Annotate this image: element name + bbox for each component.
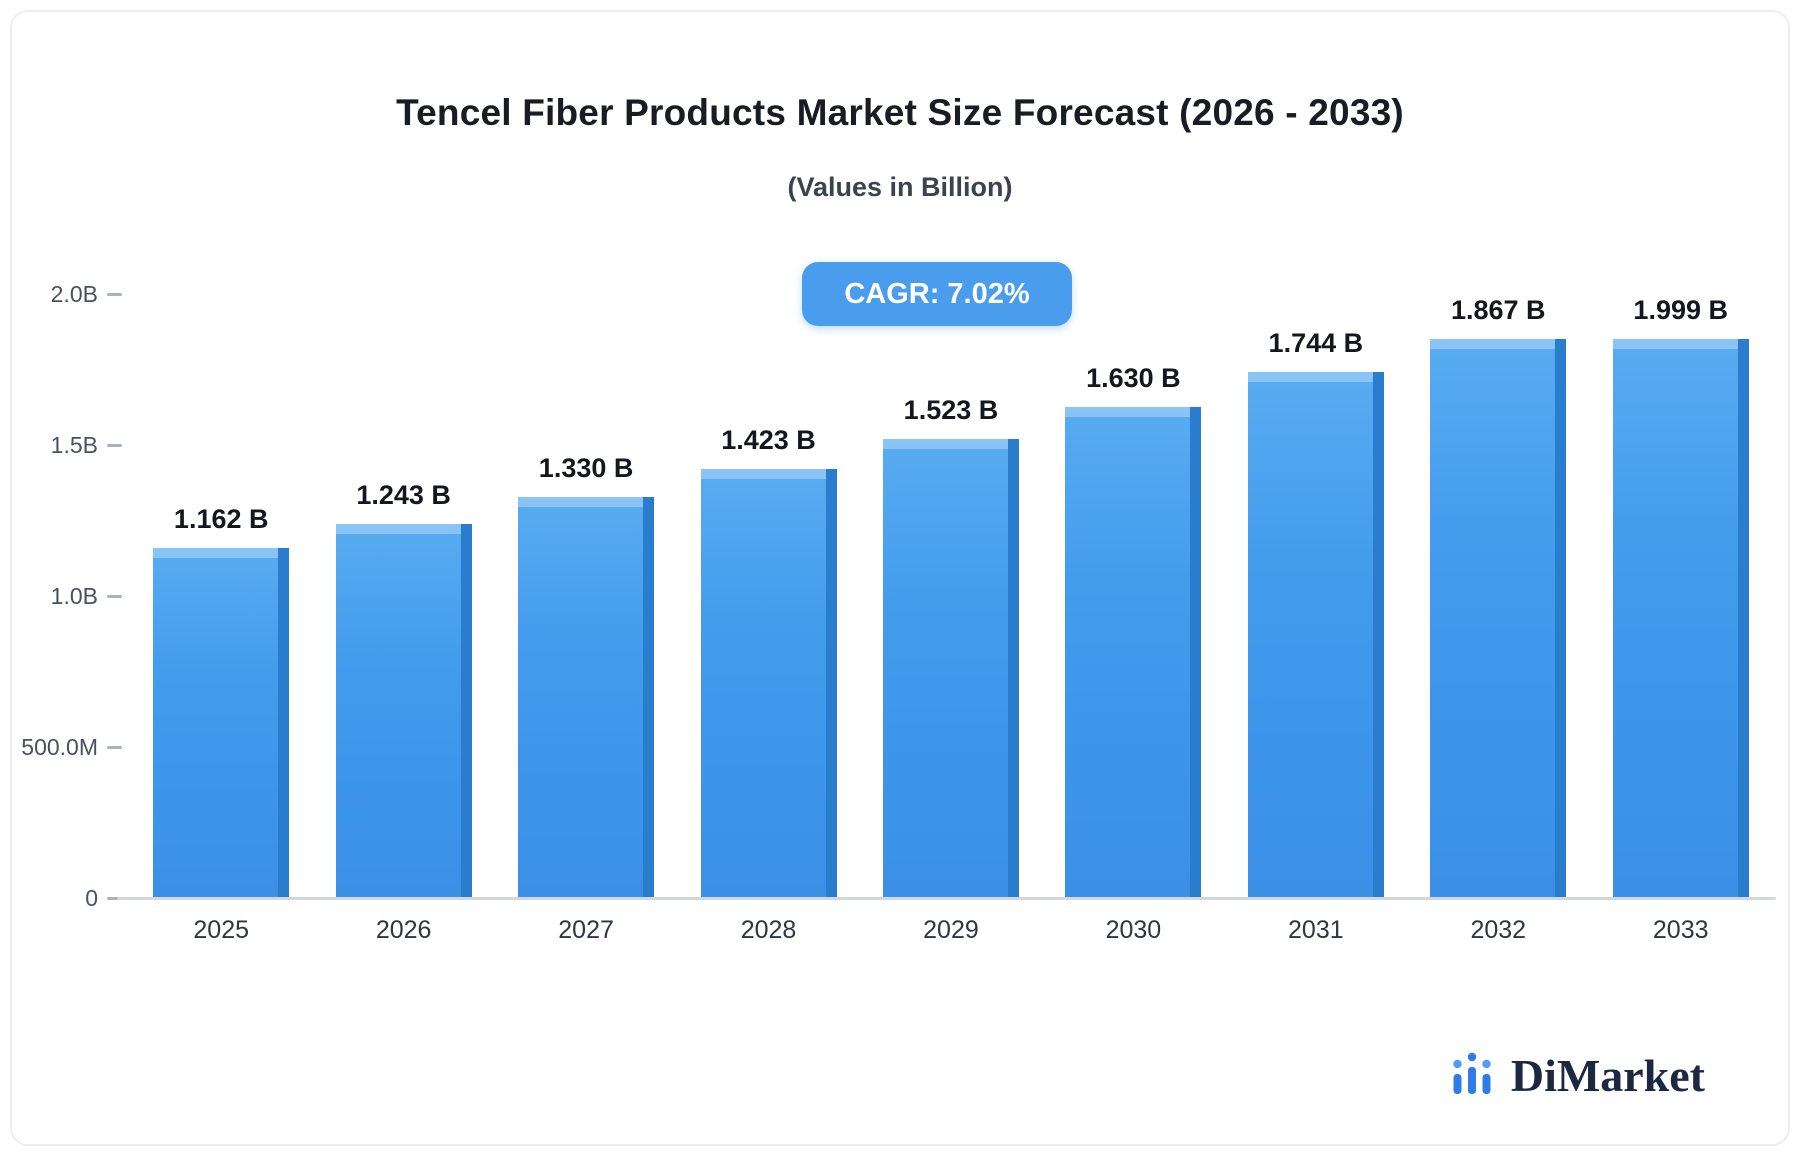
bar-value-label: 1.162 B (173, 504, 269, 534)
bar-value-label: 1.423 B (721, 425, 816, 455)
bar-value-label: 1.999 B (1633, 295, 1728, 325)
tick-mark (107, 444, 122, 447)
x-axis-label: 2026 (375, 916, 432, 944)
x-axis-label: 2031 (1288, 916, 1344, 944)
bar-2027[interactable] (518, 497, 655, 899)
y-axis-tick: 500.0M (0, 734, 122, 761)
bar-2029[interactable] (882, 439, 1019, 899)
y-axis-tick: 1.5B (0, 432, 122, 459)
bar-group: 1.744 B (1225, 295, 1407, 899)
bar-value-label: 1.523 B (903, 395, 999, 425)
y-axis-tick-label: 500.0M (21, 734, 98, 760)
tick-mark (107, 595, 122, 598)
bar-group: 1.523 B (860, 295, 1042, 899)
bar-2025[interactable] (153, 548, 290, 899)
y-axis-tick-label: 0 (85, 885, 98, 911)
chart-subtitle: (Values in Billion) (787, 172, 1013, 202)
y-axis-tick-label: 1.5B (50, 432, 98, 458)
tick-mark (107, 897, 122, 900)
bar-value-label: 1.330 B (538, 453, 634, 483)
bar-value-label: 1.630 B (1086, 363, 1181, 393)
cagr-badge: CAGR: 7.02% (802, 262, 1072, 326)
brand-name: DiMarket (1510, 1049, 1705, 1101)
bar-group: 1.330 B (495, 295, 677, 899)
brand-icon (1453, 1052, 1491, 1094)
bar-value-label: 1.243 B (356, 480, 451, 510)
bar-2030[interactable] (1065, 407, 1202, 899)
chart-title: Tencel Fiber Products Market Size Foreca… (396, 92, 1404, 133)
x-axis-line (117, 897, 1776, 900)
x-axis-labels: 2025 2026 2027 2028 2029 2030 2031 2032 2033 (130, 916, 1772, 945)
bar-value-label: 1.867 B (1450, 295, 1546, 325)
x-axis-label: 2027 (558, 916, 614, 944)
x-axis-label: 2030 (1105, 916, 1162, 944)
bar-group: 1.423 B (677, 295, 859, 899)
y-axis-tick-label: 1.0B (50, 583, 98, 609)
bar-group: 1.630 B (1042, 295, 1224, 899)
x-axis-label: 2033 (1652, 916, 1709, 944)
bar-2028[interactable] (700, 469, 837, 899)
x-axis-label: 2032 (1470, 916, 1527, 944)
bar-2033[interactable] (1612, 339, 1749, 899)
bar-group: 1.162 B (130, 295, 312, 899)
bar-group: 1.999 B (1590, 295, 1772, 899)
x-axis-label: 2029 (923, 916, 979, 944)
bar-group: 1.867 B (1407, 295, 1589, 899)
plot-area: 1.162 B 1.243 B 1.330 B 1.423 B 1.523 B 1.630… (130, 295, 1772, 899)
tick-mark (107, 746, 122, 749)
bar-2026[interactable] (335, 524, 472, 899)
tick-mark (107, 293, 122, 296)
y-axis-tick-label: 2.0B (50, 281, 98, 307)
x-axis-label: 2028 (740, 916, 797, 944)
y-axis-tick: 0 (0, 885, 122, 912)
bar-group: 1.243 B (312, 295, 494, 899)
x-axis-label: 2025 (193, 916, 250, 944)
bar-value-label: 1.744 B (1268, 328, 1364, 358)
y-axis-tick: 1.0B (0, 583, 122, 610)
y-axis-tick: 2.0B (0, 281, 122, 308)
brand-logo: DiMarket (1445, 1048, 1705, 1102)
bar-2032[interactable] (1430, 339, 1567, 899)
bar-2031[interactable] (1247, 372, 1384, 899)
